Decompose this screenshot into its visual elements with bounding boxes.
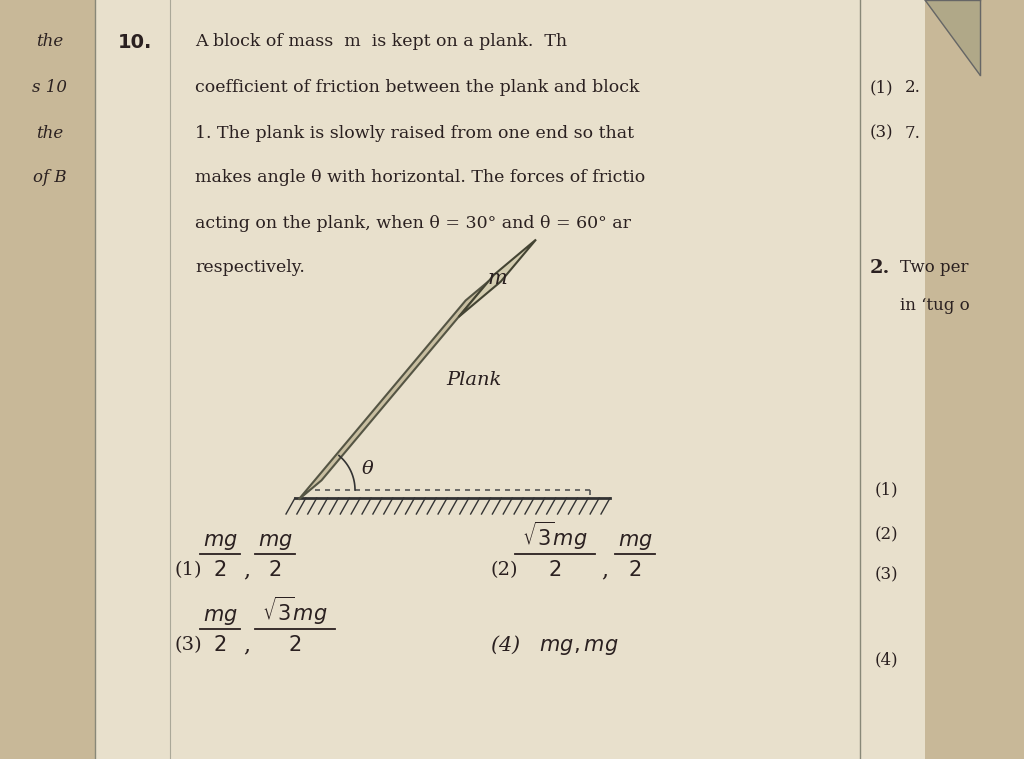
- Text: (1): (1): [175, 561, 203, 579]
- Text: (4): (4): [874, 651, 899, 669]
- Text: $mg$: $mg$: [258, 532, 293, 552]
- Text: acting on the plank, when θ = 30° and θ = 60° ar: acting on the plank, when θ = 30° and θ …: [195, 215, 631, 231]
- Text: (3): (3): [175, 636, 203, 654]
- Text: ,: ,: [601, 559, 608, 581]
- Text: θ: θ: [361, 460, 373, 478]
- Text: (2): (2): [490, 561, 517, 579]
- Polygon shape: [459, 240, 536, 317]
- Text: $2$: $2$: [549, 560, 561, 580]
- Text: the: the: [37, 124, 63, 141]
- Text: $mg$: $mg$: [617, 532, 652, 552]
- Text: (3): (3): [874, 566, 899, 584]
- Text: of B: of B: [33, 169, 67, 187]
- Text: $\sqrt{3}mg$: $\sqrt{3}mg$: [522, 520, 588, 552]
- Text: respectively.: respectively.: [195, 260, 305, 276]
- Text: 2.: 2.: [870, 259, 891, 277]
- Text: 7.: 7.: [905, 124, 921, 141]
- Bar: [925, 0, 1024, 759]
- Text: s 10: s 10: [33, 80, 68, 96]
- Text: $mg$: $mg$: [203, 607, 238, 627]
- Polygon shape: [925, 0, 980, 75]
- Text: (1): (1): [874, 481, 899, 499]
- Bar: [0, 0, 95, 759]
- Text: Two per: Two per: [900, 260, 969, 276]
- Text: (3): (3): [870, 124, 894, 141]
- Text: in ‘tug o: in ‘tug o: [900, 297, 970, 313]
- Text: the: the: [37, 33, 63, 51]
- Text: 2.: 2.: [905, 80, 921, 96]
- Text: $2$: $2$: [629, 560, 642, 580]
- Text: (2): (2): [874, 527, 899, 543]
- Text: coefficient of friction between the plank and block: coefficient of friction between the plan…: [195, 80, 640, 96]
- Text: $2$: $2$: [213, 560, 226, 580]
- Text: $2$: $2$: [289, 635, 301, 655]
- Text: ,: ,: [244, 634, 251, 656]
- Text: $mg$: $mg$: [203, 532, 238, 552]
- Text: ,: ,: [244, 559, 251, 581]
- Text: $2$: $2$: [268, 560, 282, 580]
- Text: 10.: 10.: [118, 33, 153, 52]
- Text: 1. The plank is slowly raised from one end so that: 1. The plank is slowly raised from one e…: [195, 124, 634, 141]
- Text: A block of mass  m  is kept on a plank.  Th: A block of mass m is kept on a plank. Th: [195, 33, 567, 51]
- Bar: [95, 0, 925, 759]
- Text: (1): (1): [870, 80, 894, 96]
- Text: makes angle θ with horizontal. The forces of frictio: makes angle θ with horizontal. The force…: [195, 169, 645, 187]
- Text: m: m: [487, 269, 507, 288]
- Text: (4)   $mg, mg$: (4) $mg, mg$: [490, 633, 618, 657]
- Text: $\sqrt{3}mg$: $\sqrt{3}mg$: [262, 595, 328, 627]
- Text: $2$: $2$: [213, 635, 226, 655]
- Text: Plank: Plank: [446, 371, 502, 389]
- Polygon shape: [299, 281, 488, 499]
